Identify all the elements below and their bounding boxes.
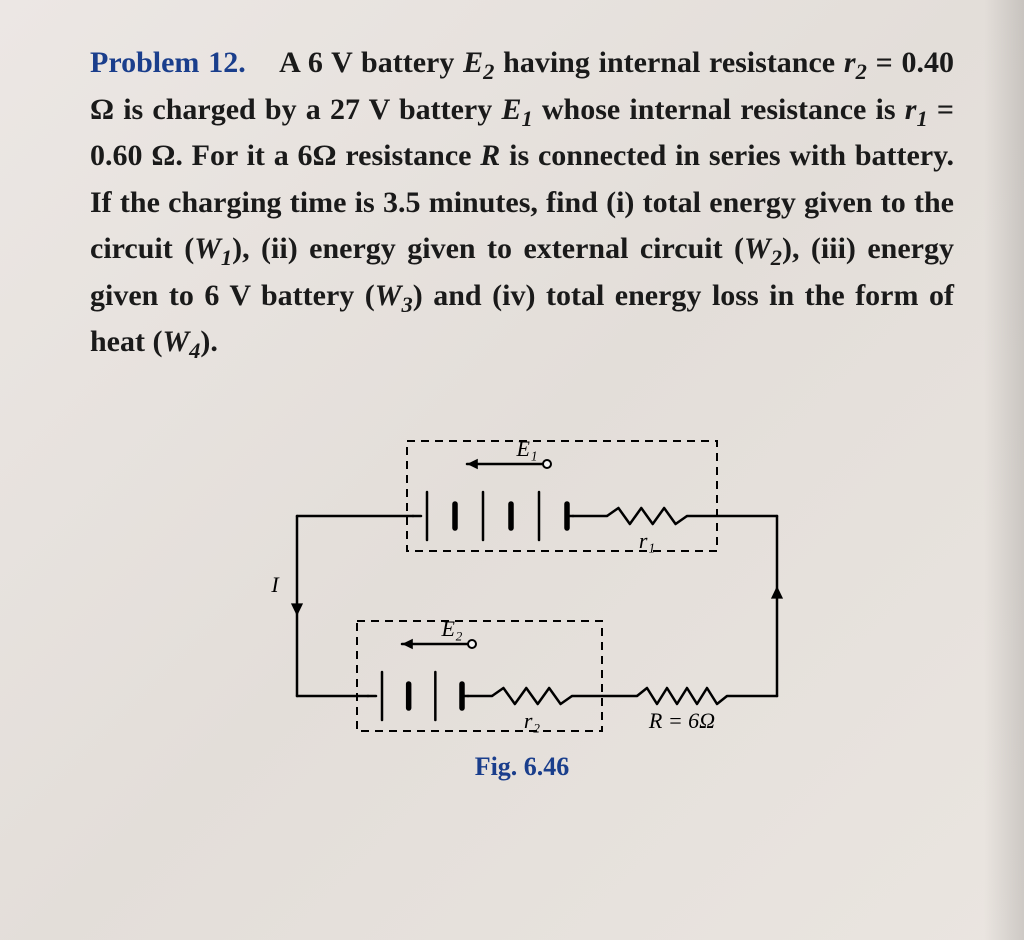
symbol-r1: r1: [905, 93, 928, 126]
svg-text:r₂: r₂: [524, 708, 541, 733]
problem-label: Problem 12.: [90, 46, 246, 79]
circuit-diagram: E₁ E₂ r₁ r₂ R = 6Ω I: [237, 386, 807, 746]
problem-statement: Problem 12. A 6 V battery E2 having inte…: [90, 40, 954, 366]
svg-text:R = 6Ω: R = 6Ω: [648, 708, 715, 733]
symbol-E2: E2: [463, 46, 494, 79]
symbol-W2: W2: [744, 232, 782, 265]
page-edge-shadow: [984, 0, 1024, 940]
svg-text:I: I: [270, 572, 280, 597]
text-fragment: ), (ii) energy given to external circuit…: [232, 232, 744, 265]
symbol-R: R: [480, 139, 500, 172]
svg-text:E₂: E₂: [440, 616, 462, 641]
svg-text:r₁: r₁: [639, 528, 655, 553]
figure: E₁ E₂ r₁ r₂ R = 6Ω I Fig. 6.46: [90, 386, 954, 782]
figure-caption: Fig. 6.46: [475, 752, 570, 782]
symbol-r2: r2: [844, 46, 867, 79]
text-fragment: whose internal resistance is: [533, 93, 905, 126]
symbol-W4: W4: [162, 325, 200, 358]
page: Problem 12. A 6 V battery E2 having inte…: [0, 0, 1024, 940]
text-fragment: having internal resistance: [494, 46, 844, 79]
text-fragment: A 6 V battery: [279, 46, 463, 79]
text-fragment: ).: [200, 325, 218, 358]
svg-text:E₁: E₁: [515, 436, 537, 461]
symbol-E1: E1: [501, 93, 532, 126]
symbol-W1: W1: [194, 232, 232, 265]
symbol-W3: W3: [375, 279, 413, 312]
